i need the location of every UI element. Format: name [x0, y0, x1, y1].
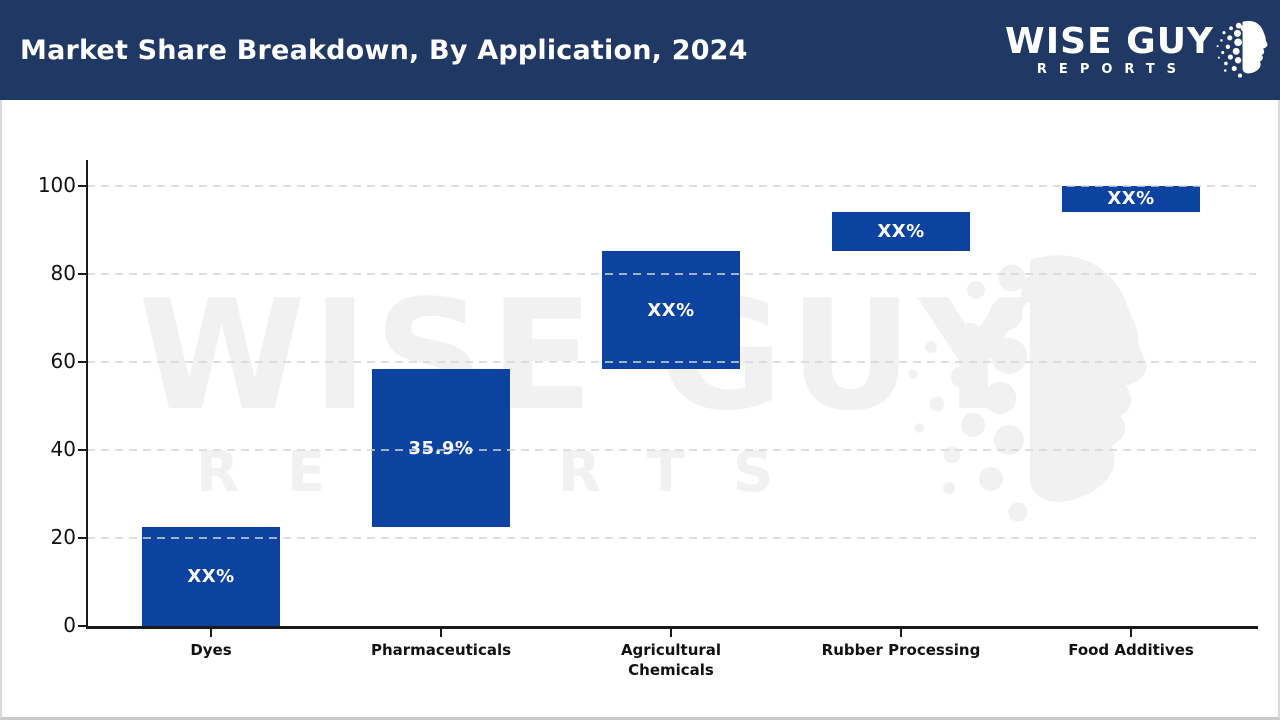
- y-tick-mark: [78, 625, 86, 627]
- x-tick-mark: [210, 629, 212, 637]
- y-tick-label: 80: [50, 261, 76, 285]
- y-tick-mark: [78, 361, 86, 363]
- y-tick-mark: [78, 449, 86, 451]
- y-tick-label: 40: [50, 437, 76, 461]
- logo-primary-text: WISE GUY: [1004, 21, 1214, 62]
- x-tick-label: Rubber Processing: [821, 641, 981, 659]
- bar-value-label: XX%: [1107, 188, 1155, 210]
- x-axis-line: [86, 626, 1258, 629]
- bar: 35.9%: [372, 369, 510, 528]
- x-tick-mark: [440, 629, 442, 637]
- bar-value-label: XX%: [877, 220, 925, 242]
- logo-wordmark: WISE GUY REPORTS: [1004, 21, 1214, 77]
- bar: XX%: [1062, 186, 1200, 212]
- x-tick-mark: [670, 629, 672, 637]
- x-tick-mark: [900, 629, 902, 637]
- logo-secondary-text: REPORTS: [1036, 62, 1189, 77]
- bar: XX%: [832, 211, 970, 251]
- bar: XX%: [602, 250, 740, 370]
- x-tick-label: Dyes: [190, 641, 232, 659]
- bar-value-label: XX%: [647, 299, 695, 321]
- y-tick-mark: [78, 185, 86, 187]
- page-title: Market Share Breakdown, By Application, …: [20, 34, 748, 66]
- gridline: [87, 185, 1256, 187]
- y-tick-label: 100: [37, 173, 76, 197]
- dotted-face-icon: [1216, 20, 1268, 78]
- bar-value-label: XX%: [187, 566, 235, 588]
- report-header: Market Share Breakdown, By Application, …: [0, 0, 1280, 100]
- gridline: [87, 361, 1256, 363]
- gridline: [87, 273, 1256, 275]
- y-tick-label: 20: [50, 525, 76, 549]
- x-tick-label: Food Additives: [1068, 641, 1194, 659]
- y-tick-label: 60: [50, 349, 76, 373]
- y-tick-label: 0: [63, 613, 76, 637]
- y-tick-mark: [78, 273, 86, 275]
- gridline: [87, 537, 1256, 539]
- x-tick-label: Pharmaceuticals: [370, 641, 512, 659]
- x-tick-label: Agricultural Chemicals: [620, 641, 722, 680]
- gridline: [87, 449, 1256, 451]
- bar: XX%: [142, 527, 280, 626]
- y-axis-line: [86, 160, 88, 628]
- bar-value-label: 35.9%: [408, 437, 474, 459]
- x-tick-mark: [1130, 629, 1132, 637]
- y-tick-mark: [78, 537, 86, 539]
- wise-guy-logo: WISE GUY REPORTS: [1005, 0, 1272, 100]
